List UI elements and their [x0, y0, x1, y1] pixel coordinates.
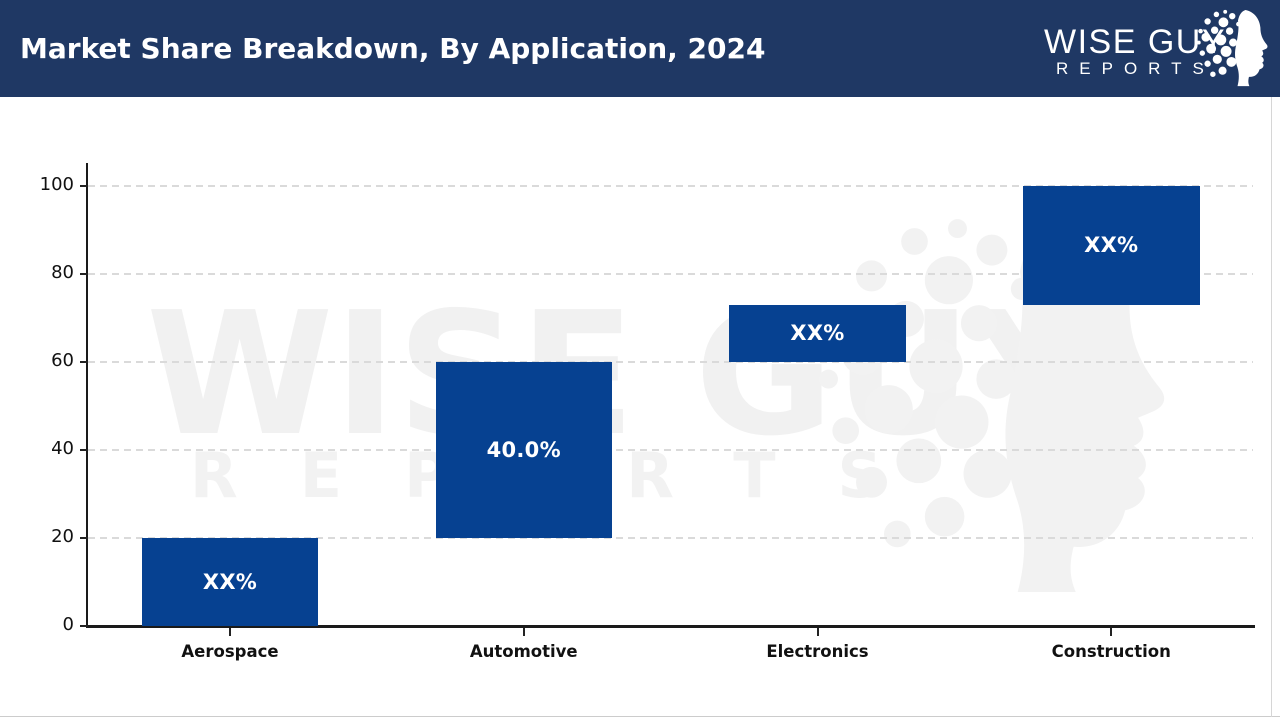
x-axis-category-label: Automotive [469, 642, 578, 661]
header-bar: Market Share Breakdown, By Application, … [0, 0, 1280, 97]
bar-automotive: 40.0% [435, 362, 612, 538]
x-tick-mark [522, 628, 525, 636]
gridline-60 [88, 361, 1253, 363]
y-tick-mark [80, 361, 88, 363]
page-bottom-border [0, 716, 1280, 717]
gridline-20 [88, 537, 1253, 539]
y-axis-line [86, 163, 88, 628]
bar-construction: XX% [1023, 186, 1200, 305]
y-tick-mark [80, 537, 88, 539]
y-axis-tick-label: 60 [51, 350, 74, 371]
bar-value-label: XX% [790, 321, 845, 346]
watermark-brand-text: WISE GUY [146, 276, 1097, 474]
page-title: Market Share Breakdown, By Application, … [20, 32, 766, 65]
y-axis-tick-label: 20 [51, 526, 74, 547]
gridline-40 [88, 449, 1253, 451]
logo-reports-text: REPORTS [1056, 59, 1215, 78]
bar-aerospace: XX% [141, 538, 319, 626]
x-axis-category-label: Electronics [766, 642, 869, 661]
plot-area: WISE GUY REPORTS 020406080100XX%Aerospac… [0, 97, 1280, 720]
wiseguy-logo: WISE GUY REPORTS [1044, 9, 1268, 87]
logo-brand-text: WISE GUY [1044, 23, 1226, 61]
x-axis-category-label: Construction [1051, 642, 1171, 661]
y-tick-mark [80, 625, 88, 627]
x-tick-mark [1110, 628, 1113, 636]
gridline-100 [88, 185, 1253, 187]
bar-value-label: XX% [1084, 233, 1139, 258]
gridline-80 [88, 273, 1253, 275]
y-tick-mark [80, 273, 88, 275]
bar-electronics: XX% [729, 304, 906, 362]
x-tick-mark [229, 628, 231, 636]
y-axis-tick-label: 40 [51, 438, 74, 459]
x-axis-line [86, 625, 1255, 628]
x-axis-category-label: Aerospace [181, 642, 279, 661]
x-tick-mark [816, 628, 819, 636]
bar-value-label: 40.0% [486, 438, 561, 462]
y-tick-mark [80, 449, 88, 451]
y-axis-tick-label: 0 [62, 614, 74, 635]
page-right-border [1271, 97, 1272, 717]
y-axis-tick-label: 100 [39, 174, 74, 195]
y-tick-mark [80, 185, 88, 187]
bar-value-label: XX% [202, 570, 258, 594]
y-axis-tick-label: 80 [51, 262, 74, 283]
